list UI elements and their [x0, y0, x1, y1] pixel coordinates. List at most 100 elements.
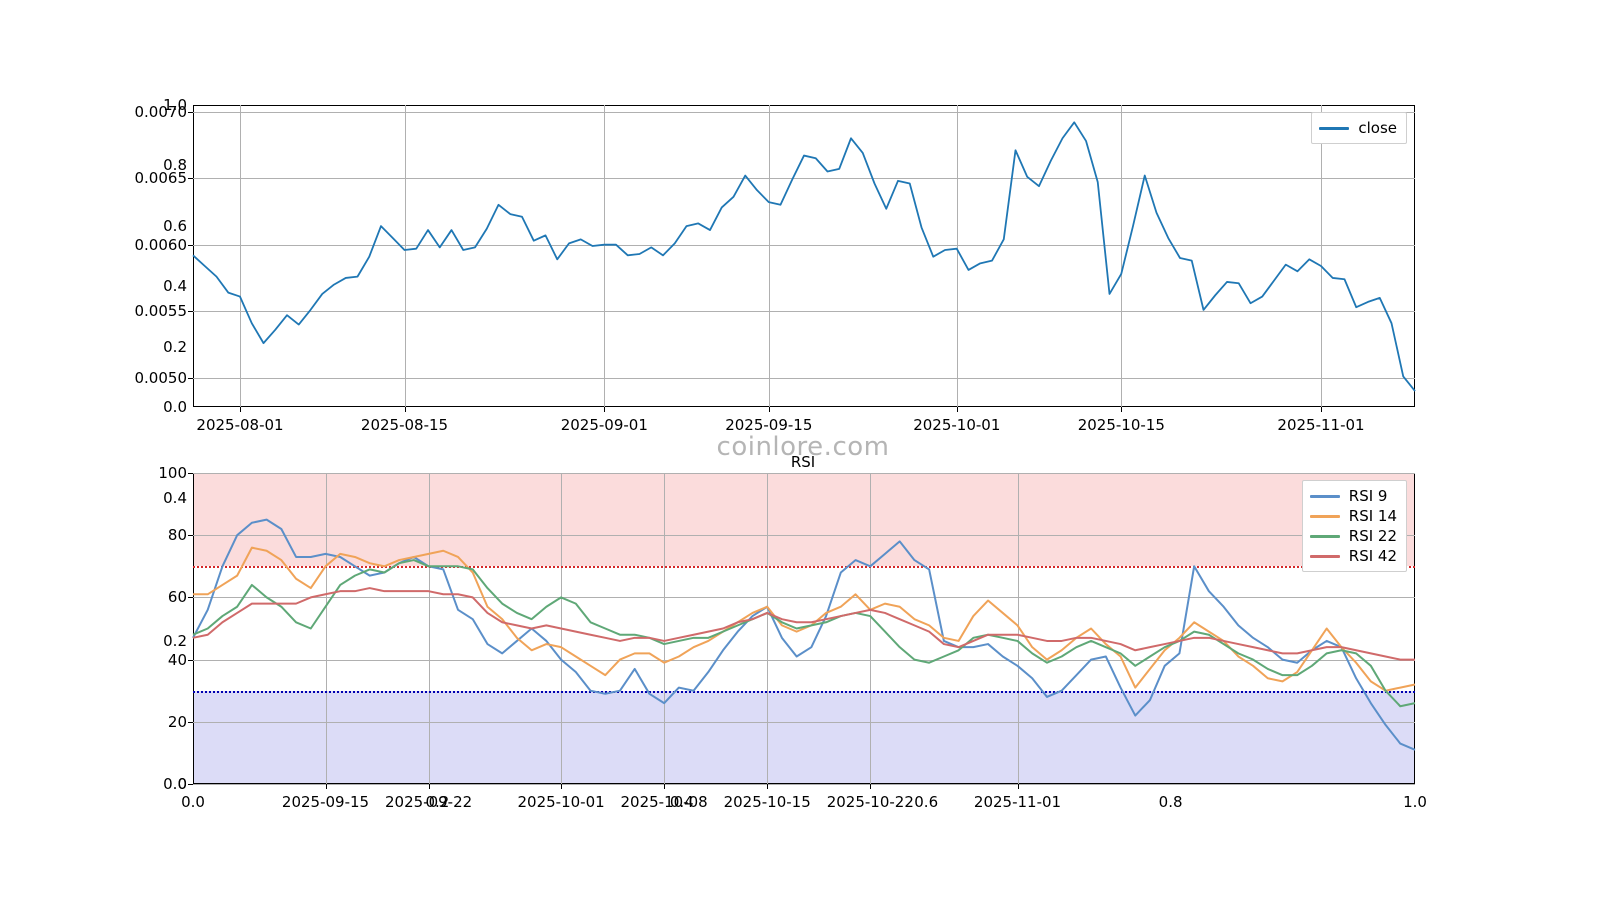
- rsi-y-tickmark-3: [188, 597, 193, 599]
- price-line-close: [192, 121, 1416, 392]
- legend-label-rsi-22: RSI 22: [1348, 527, 1397, 545]
- rsi-line-rsi-42: [192, 587, 1415, 661]
- price-x-tick-0: 2025-08-01: [196, 416, 284, 434]
- rsi-y-tick-5: 100: [158, 464, 187, 482]
- rsi-y-tick-secondary-1: 0.2: [163, 632, 187, 651]
- legend-swatch-rsi-9: [1309, 494, 1340, 498]
- price-y-tick-2: 0.0060: [134, 235, 188, 254]
- price-y-tick-secondary-2: 0.4: [163, 277, 187, 296]
- price-gridline-v-6: [1321, 105, 1322, 407]
- price-gridline-h-4: [193, 111, 1415, 113]
- rsi-y-tick-4: 80: [167, 526, 187, 545]
- price-y-tick-secondary-1: 0.2: [163, 337, 187, 356]
- rsi-gridline-h-1: [193, 721, 1415, 723]
- price-x-tickmark-6: [1321, 407, 1322, 412]
- rsi-gridline-h-0: [193, 784, 1415, 785]
- price-y-tickmark-1: [188, 311, 193, 313]
- rsi-x-tickmark-6: [1017, 784, 1019, 789]
- rsi-x-tick-0: 2025-09-15: [281, 793, 370, 811]
- rsi-legend[interactable]: RSI 9 RSI 14 RSI 22 RSI 42: [1301, 480, 1407, 572]
- price-y-tick-0: 0.0050: [134, 368, 188, 387]
- rsi-band-1: [193, 690, 1415, 784]
- price-y-tickmark-4: [188, 111, 193, 113]
- price-gridline-v-4: [956, 105, 958, 407]
- price-x-tick-4: 2025-10-01: [913, 416, 1001, 434]
- price-gridline-v-5: [1121, 105, 1123, 407]
- rsi-gridline-v-0: [325, 473, 327, 784]
- price-x-tickmark-2: [604, 407, 606, 412]
- rsi-line-rsi-22: [192, 559, 1416, 708]
- legend-swatch-close: [1319, 126, 1350, 130]
- rsi-line-rsi-9: [192, 518, 1416, 751]
- rsi-gridline-h-3: [193, 597, 1415, 599]
- price-y-tick-1: 0.0055: [134, 302, 188, 321]
- rsi-legend-item-2[interactable]: RSI 22: [1309, 526, 1397, 546]
- legend-swatch-rsi-14: [1309, 514, 1340, 518]
- rsi-gridline-h-2: [193, 659, 1415, 661]
- price-gridline-h-3: [193, 178, 1415, 180]
- rsi-level-line-30: [193, 690, 1415, 693]
- price-y-tickmark-2: [188, 244, 193, 246]
- rsi-x-tick-5: 2025-10-22: [826, 793, 914, 811]
- rsi-x-tick-6: 2025-11-01: [973, 793, 1062, 811]
- rsi-band-0: [193, 473, 1415, 567]
- price-y-tick-secondary-0: 0.0: [163, 398, 187, 416]
- price-y-tick-4: 0.0070: [134, 102, 188, 121]
- legend-label-rsi-42: RSI 42: [1348, 547, 1397, 565]
- rsi-x-tickmark-4: [767, 784, 769, 789]
- rsi-y-tick-0: 0: [177, 775, 187, 793]
- rsi-y-tickmark-4: [188, 535, 193, 537]
- price-gridline-v-1: [404, 105, 406, 407]
- rsi-x-tickmark-2: [561, 784, 563, 789]
- rsi-x-tickmark-1: [428, 784, 430, 789]
- price-chart-panel: close: [192, 105, 1416, 407]
- price-y-tick-secondary-4: 0.8: [163, 156, 187, 175]
- price-gridline-v-0: [240, 105, 241, 407]
- rsi-gridline-v-4: [767, 473, 769, 784]
- rsi-y-tick-3: 60: [167, 588, 187, 607]
- rsi-legend-item-1[interactable]: RSI 14: [1309, 506, 1397, 526]
- rsi-panel-title: RSI: [790, 453, 816, 471]
- price-legend-item-0[interactable]: close: [1319, 118, 1397, 138]
- price-x-tickmark-1: [404, 407, 406, 412]
- rsi-y-tick-secondary-2: 0.4: [163, 489, 187, 508]
- rsi-x-tick-secondary-0: 0.0: [181, 793, 205, 811]
- rsi-x-tick-secondary-1: 0.2: [425, 793, 450, 811]
- legend-label-close: close: [1358, 119, 1397, 137]
- rsi-y-tick-2: 40: [167, 650, 187, 669]
- rsi-gridline-h-4: [193, 535, 1415, 537]
- rsi-legend-item-0[interactable]: RSI 9: [1309, 486, 1397, 506]
- price-x-tickmark-4: [956, 407, 958, 412]
- rsi-x-tick-2: 2025-10-01: [517, 793, 605, 811]
- rsi-y-tickmark-1: [188, 721, 193, 723]
- price-gridline-h-0: [193, 377, 1415, 379]
- price-x-tick-5: 2025-10-15: [1077, 416, 1165, 434]
- rsi-series-lines: [192, 518, 1416, 751]
- price-gridline-h-1: [193, 311, 1415, 313]
- rsi-x-tick-4: 2025-10-15: [723, 793, 811, 811]
- rsi-x-tickmark-3: [664, 784, 666, 789]
- price-y-tick-3: 0.0065: [134, 169, 188, 188]
- rsi-x-tickmark-5: [870, 784, 872, 789]
- price-legend[interactable]: close: [1311, 112, 1407, 144]
- price-x-tickmark-3: [768, 407, 770, 412]
- rsi-x-tick-3: 2025-10-08: [620, 793, 708, 811]
- watermark: coinlore.com: [716, 432, 890, 462]
- price-y-tick-secondary-5: 1.0: [163, 96, 187, 114]
- legend-swatch-rsi-22: [1309, 534, 1340, 538]
- rsi-y-tick-secondary-0: 0.0: [163, 775, 187, 793]
- legend-swatch-rsi-42: [1309, 554, 1340, 558]
- rsi-y-tickmark-2: [188, 659, 193, 661]
- rsi-legend-item-3[interactable]: RSI 42: [1309, 546, 1397, 566]
- rsi-y-tickmark-0: [188, 784, 193, 785]
- rsi-x-tick-secondary-4: 0.8: [1158, 793, 1183, 811]
- price-gridline-h-2: [193, 244, 1415, 246]
- rsi-x-tick-secondary-2: 0.4: [669, 793, 694, 811]
- rsi-gridline-v-1: [428, 473, 430, 784]
- price-series-lines: [192, 121, 1416, 392]
- price-gridline-v-2: [604, 105, 606, 407]
- legend-label-rsi-9: RSI 9: [1348, 487, 1388, 505]
- rsi-x-tick-1: 2025-09-22: [385, 793, 473, 811]
- rsi-y-tickmark-5: [188, 473, 193, 474]
